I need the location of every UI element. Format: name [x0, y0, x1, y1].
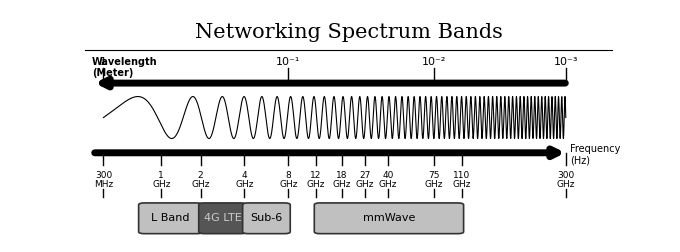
FancyBboxPatch shape: [314, 203, 464, 234]
Text: 10⁻¹: 10⁻¹: [276, 57, 301, 67]
Text: 75: 75: [428, 170, 440, 179]
Text: 40: 40: [382, 170, 394, 179]
Text: MHz: MHz: [94, 179, 113, 188]
Text: GHz: GHz: [279, 179, 298, 188]
Text: 300: 300: [95, 170, 112, 179]
Text: GHz: GHz: [152, 179, 171, 188]
Text: 1: 1: [158, 170, 164, 179]
Text: L Band: L Band: [151, 212, 190, 222]
Text: 300: 300: [557, 170, 575, 179]
Text: mmWave: mmWave: [362, 212, 415, 222]
FancyBboxPatch shape: [199, 203, 246, 234]
Text: 27: 27: [359, 170, 371, 179]
Text: Sub-6: Sub-6: [250, 212, 283, 222]
Text: GHz: GHz: [556, 179, 575, 188]
Text: GHz: GHz: [307, 179, 326, 188]
Text: 10⁻³: 10⁻³: [554, 57, 578, 67]
Text: 2: 2: [198, 170, 203, 179]
Text: GHz: GHz: [235, 179, 254, 188]
Text: Wavelength
(Meter): Wavelength (Meter): [92, 56, 158, 78]
Text: 4: 4: [241, 170, 248, 179]
Text: 12: 12: [311, 170, 322, 179]
Text: GHz: GHz: [425, 179, 443, 188]
Text: 1: 1: [100, 57, 107, 67]
Text: 8: 8: [286, 170, 291, 179]
Text: 18: 18: [336, 170, 347, 179]
Text: 10⁻²: 10⁻²: [422, 57, 446, 67]
Text: GHz: GHz: [333, 179, 351, 188]
FancyBboxPatch shape: [139, 203, 203, 234]
Text: Networking Spectrum Bands: Networking Spectrum Bands: [194, 22, 503, 41]
Text: 110: 110: [453, 170, 471, 179]
FancyBboxPatch shape: [243, 203, 290, 234]
Text: GHz: GHz: [356, 179, 374, 188]
Text: 4G LTE: 4G LTE: [203, 212, 241, 222]
Text: GHz: GHz: [191, 179, 210, 188]
Text: Frequency
(Hz): Frequency (Hz): [571, 143, 621, 165]
Text: GHz: GHz: [379, 179, 397, 188]
Text: GHz: GHz: [452, 179, 471, 188]
